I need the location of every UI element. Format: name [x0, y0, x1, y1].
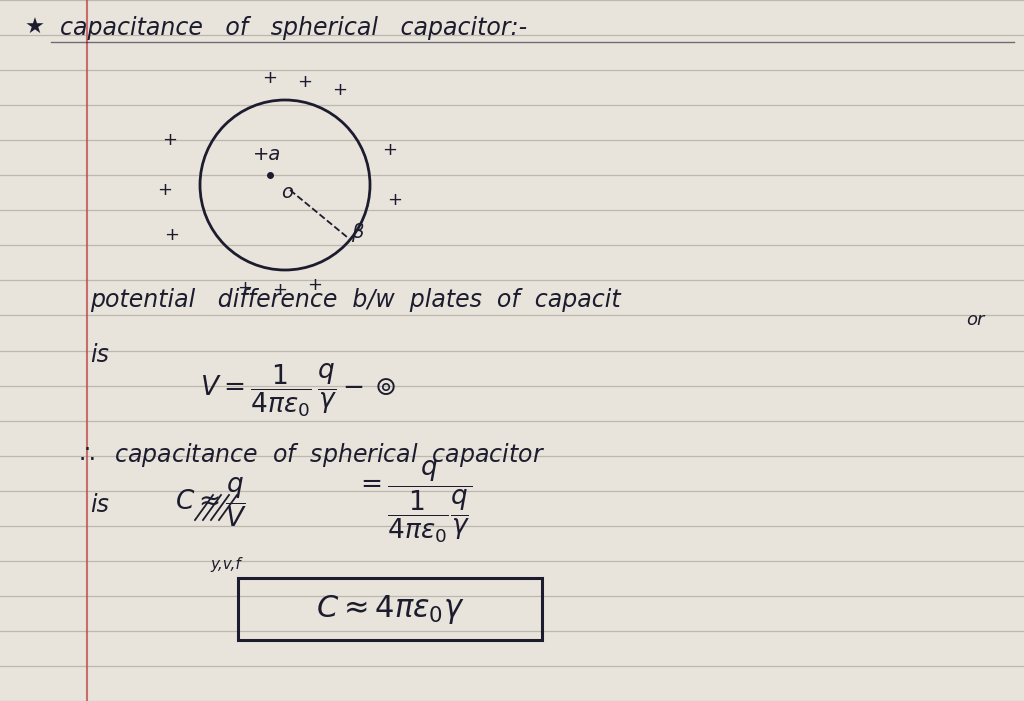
Text: +: + — [262, 69, 278, 87]
Text: $= \dfrac{q}{\dfrac{1}{4\pi\varepsilon_0}\dfrac{q}{\gamma}}$: $= \dfrac{q}{\dfrac{1}{4\pi\varepsilon_0… — [355, 458, 472, 545]
Text: +: + — [298, 73, 312, 91]
Text: is: is — [90, 343, 109, 367]
Text: potential   difference  b/w  plates  of  capacit: potential difference b/w plates of capac… — [90, 288, 621, 312]
Text: $\therefore$  capacitance  of  spherical  capacitor: $\therefore$ capacitance of spherical ca… — [75, 441, 545, 469]
Text: $C \approx 4\pi\varepsilon_0\gamma$: $C \approx 4\pi\varepsilon_0\gamma$ — [315, 592, 465, 625]
Text: is: is — [90, 493, 109, 517]
Text: o: o — [281, 184, 293, 203]
Text: capacitance   of   spherical   capacitor:-: capacitance of spherical capacitor:- — [60, 16, 527, 40]
Text: +: + — [238, 279, 253, 297]
Text: $V= \dfrac{1}{4\pi\varepsilon_0}\,\dfrac{q}{\gamma} - \circledcirc$: $V= \dfrac{1}{4\pi\varepsilon_0}\,\dfrac… — [200, 361, 396, 419]
Text: +: + — [333, 81, 347, 99]
Text: +: + — [158, 181, 172, 199]
Text: +: + — [387, 191, 402, 209]
Text: +: + — [163, 131, 177, 149]
Text: y,v,f: y,v,f — [210, 557, 241, 573]
Text: +a: +a — [253, 146, 282, 165]
Text: or: or — [967, 311, 985, 329]
Text: +: + — [307, 276, 323, 294]
Text: $C \approx \dfrac{q}{V}$: $C \approx \dfrac{q}{V}$ — [175, 475, 248, 529]
Text: β: β — [351, 222, 364, 242]
Text: +: + — [383, 141, 397, 159]
Text: ★: ★ — [25, 18, 45, 38]
Text: +: + — [165, 226, 179, 244]
Text: +: + — [272, 281, 288, 299]
